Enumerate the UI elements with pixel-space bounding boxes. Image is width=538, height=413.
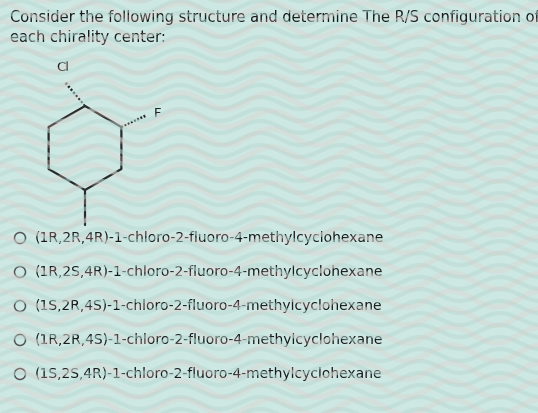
Text: Consider the following structure and determine The R/S configuration of: Consider the following structure and det… [10,10,538,25]
Text: (1R,2S,4R)-1-chloro-2-fluoro-4-methylcyclohexane: (1R,2S,4R)-1-chloro-2-fluoro-4-methylcyc… [35,265,384,279]
Text: (1S,2S,4R)-1-chloro-2-fluoro-4-methylcyclohexane: (1S,2S,4R)-1-chloro-2-fluoro-4-methylcyc… [35,367,383,381]
Text: F: F [154,107,161,120]
Text: (1S,2R,4S)-1-chloro-2-fluoro-4-methylcyclohexane: (1S,2R,4S)-1-chloro-2-fluoro-4-methylcyc… [35,299,383,313]
Text: (1R,2R,4S)-1-chloro-2-fluoro-4-methylcyclohexane: (1R,2R,4S)-1-chloro-2-fluoro-4-methylcyc… [35,333,384,347]
Text: (1R,2R,4R)-1-chloro-2-fluoro-4-methylcyclohexane: (1R,2R,4R)-1-chloro-2-fluoro-4-methylcyc… [35,231,384,245]
Text: Cl: Cl [56,62,69,74]
Text: each chirality center:: each chirality center: [10,30,166,45]
